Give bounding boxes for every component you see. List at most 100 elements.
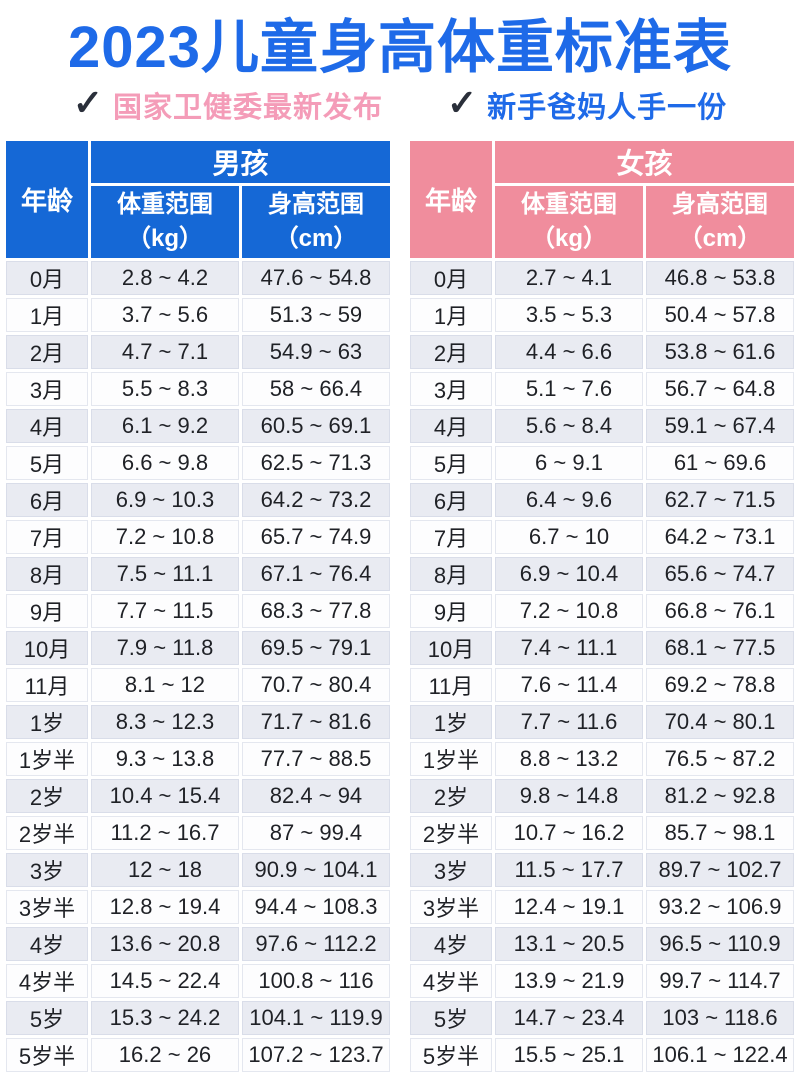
- weight-range-cell: 7.4 ~ 11.1: [495, 631, 643, 666]
- age-cell: 2岁: [5, 779, 88, 814]
- table-row: 3岁 11.5 ~ 17.7 89.7 ~ 102.7: [410, 853, 795, 888]
- age-cell: 6月: [410, 483, 492, 518]
- badge-official-release-label: 国家卫健委最新发布: [112, 92, 383, 125]
- girls-weight-unit: （kg）: [530, 225, 607, 253]
- checkmark-icon: ✓: [72, 82, 103, 124]
- table-row: 4月 6.1 ~ 9.2 60.5 ~ 69.1: [5, 409, 390, 444]
- boys-height-column-header: 身高范围 （cm）: [241, 186, 390, 259]
- girls-weight-column-header: 体重范围 （kg）: [495, 186, 643, 259]
- height-range-cell: 104.1 ~ 119.9: [241, 1001, 390, 1036]
- weight-range-cell: 6 ~ 9.1: [495, 446, 643, 481]
- table-row: 6月 6.9 ~ 10.3 64.2 ~ 73.2: [5, 483, 390, 518]
- age-cell: 11月: [5, 668, 88, 703]
- height-range-cell: 93.2 ~ 106.9: [646, 890, 795, 925]
- weight-range-cell: 7.2 ~ 10.8: [90, 520, 239, 555]
- height-range-cell: 90.9 ~ 104.1: [241, 853, 390, 888]
- boys-weight-unit: （kg）: [126, 225, 203, 253]
- table-row: 4岁 13.1 ~ 20.5 96.5 ~ 110.9: [410, 927, 795, 962]
- weight-range-cell: 13.1 ~ 20.5: [495, 927, 643, 962]
- age-cell: 4岁半: [5, 964, 88, 999]
- height-range-cell: 67.1 ~ 76.4: [241, 557, 390, 592]
- height-range-cell: 47.6 ~ 54.8: [241, 261, 390, 296]
- weight-range-cell: 5.5 ~ 8.3: [90, 372, 239, 407]
- girls-height-unit: （cm）: [678, 225, 762, 253]
- age-cell: 1月: [410, 298, 492, 333]
- table-row: 5月 6 ~ 9.1 61 ~ 69.6: [410, 446, 795, 481]
- age-cell: 5岁半: [410, 1038, 492, 1073]
- age-cell: 4岁半: [410, 964, 492, 999]
- height-range-cell: 107.2 ~ 123.7: [241, 1038, 390, 1073]
- height-range-cell: 62.7 ~ 71.5: [646, 483, 795, 518]
- table-row: 5岁 15.3 ~ 24.2 104.1 ~ 119.9: [5, 1001, 390, 1036]
- table-row: 7月 7.2 ~ 10.8 65.7 ~ 74.9: [5, 520, 390, 555]
- weight-range-cell: 7.6 ~ 11.4: [495, 668, 643, 703]
- height-range-cell: 56.7 ~ 64.8: [646, 372, 795, 407]
- height-range-cell: 103 ~ 118.6: [646, 1001, 795, 1036]
- weight-range-cell: 7.7 ~ 11.6: [495, 705, 643, 740]
- age-cell: 7月: [5, 520, 88, 555]
- age-cell: 1岁: [5, 705, 88, 740]
- height-range-cell: 61 ~ 69.6: [646, 446, 795, 481]
- girls-table-header: 年龄 女孩 体重范围 （kg） 身高范围 （cm）: [410, 141, 795, 259]
- table-row: 2岁半 11.2 ~ 16.7 87 ~ 99.4: [5, 816, 390, 851]
- boys-age-column-header: 年龄: [5, 141, 88, 259]
- age-cell: 10月: [410, 631, 492, 666]
- girls-gender-header: 女孩: [495, 141, 795, 184]
- age-cell: 2岁半: [410, 816, 492, 851]
- height-range-cell: 64.2 ~ 73.1: [646, 520, 795, 555]
- girls-height-column-header: 身高范围 （cm）: [646, 186, 795, 259]
- girls-age-column-header: 年龄: [410, 141, 492, 259]
- weight-range-cell: 2.7 ~ 4.1: [495, 261, 643, 296]
- weight-range-cell: 16.2 ~ 26: [90, 1038, 239, 1073]
- weight-range-cell: 8.8 ~ 13.2: [495, 742, 643, 777]
- table-row: 1岁 8.3 ~ 12.3 71.7 ~ 81.6: [5, 705, 390, 740]
- badge-new-parents-label: 新手爸妈人手一份: [487, 92, 728, 125]
- weight-range-cell: 12 ~ 18: [90, 853, 239, 888]
- weight-range-cell: 7.7 ~ 11.5: [90, 594, 239, 629]
- height-range-cell: 60.5 ~ 69.1: [241, 409, 390, 444]
- age-cell: 9月: [5, 594, 88, 629]
- table-row: 4岁 13.6 ~ 20.8 97.6 ~ 112.2: [5, 927, 390, 962]
- height-range-cell: 65.7 ~ 74.9: [241, 520, 390, 555]
- table-row: 10月 7.4 ~ 11.1 68.1 ~ 77.5: [410, 631, 795, 666]
- height-range-cell: 68.3 ~ 77.8: [241, 594, 390, 629]
- table-row: 2岁 9.8 ~ 14.8 81.2 ~ 92.8: [410, 779, 795, 814]
- height-range-cell: 94.4 ~ 108.3: [241, 890, 390, 925]
- table-row: 3岁 12 ~ 18 90.9 ~ 104.1: [5, 853, 390, 888]
- age-cell: 1岁半: [410, 742, 492, 777]
- table-row: 4岁半 14.5 ~ 22.4 100.8 ~ 116: [5, 964, 390, 999]
- height-range-cell: 70.7 ~ 80.4: [241, 668, 390, 703]
- age-cell: 10月: [5, 631, 88, 666]
- weight-range-cell: 5.6 ~ 8.4: [495, 409, 643, 444]
- table-row: 11月 8.1 ~ 12 70.7 ~ 80.4: [5, 668, 390, 703]
- age-cell: 3岁: [5, 853, 88, 888]
- height-range-cell: 59.1 ~ 67.4: [646, 409, 795, 444]
- checkmark-icon: ✓: [447, 82, 478, 124]
- table-row: 5月 6.6 ~ 9.8 62.5 ~ 71.3: [5, 446, 390, 481]
- girls-table: 年龄 女孩 体重范围 （kg） 身高范围 （cm） 0月 2.7 ~ 4.1 46.…: [407, 138, 797, 1073]
- table-row: 8月 7.5 ~ 11.1 67.1 ~ 76.4: [5, 557, 390, 592]
- height-range-cell: 82.4 ~ 94: [241, 779, 390, 814]
- weight-range-cell: 6.4 ~ 9.6: [495, 483, 643, 518]
- height-range-cell: 69.5 ~ 79.1: [241, 631, 390, 666]
- boys-gender-header: 男孩: [90, 141, 390, 184]
- table-row: 4岁半 13.9 ~ 21.9 99.7 ~ 114.7: [410, 964, 795, 999]
- table-row: 1岁 7.7 ~ 11.6 70.4 ~ 80.1: [410, 705, 795, 740]
- height-range-cell: 50.4 ~ 57.8: [646, 298, 795, 333]
- height-range-cell: 89.7 ~ 102.7: [646, 853, 795, 888]
- height-range-cell: 96.5 ~ 110.9: [646, 927, 795, 962]
- table-row: 2岁 10.4 ~ 15.4 82.4 ~ 94: [5, 779, 390, 814]
- age-cell: 2岁: [410, 779, 492, 814]
- age-cell: 3岁半: [5, 890, 88, 925]
- height-range-cell: 65.6 ~ 74.7: [646, 557, 795, 592]
- age-cell: 0月: [5, 261, 88, 296]
- height-range-cell: 64.2 ~ 73.2: [241, 483, 390, 518]
- weight-range-cell: 7.5 ~ 11.1: [90, 557, 239, 592]
- table-row: 1岁半 8.8 ~ 13.2 76.5 ~ 87.2: [410, 742, 795, 777]
- badge-official-release: ✓ 国家卫健委最新发布: [73, 84, 383, 126]
- weight-range-cell: 3.5 ~ 5.3: [495, 298, 643, 333]
- table-row: 3岁半 12.8 ~ 19.4 94.4 ~ 108.3: [5, 890, 390, 925]
- height-range-cell: 85.7 ~ 98.1: [646, 816, 795, 851]
- table-row: 7月 6.7 ~ 10 64.2 ~ 73.1: [410, 520, 795, 555]
- height-range-cell: 68.1 ~ 77.5: [646, 631, 795, 666]
